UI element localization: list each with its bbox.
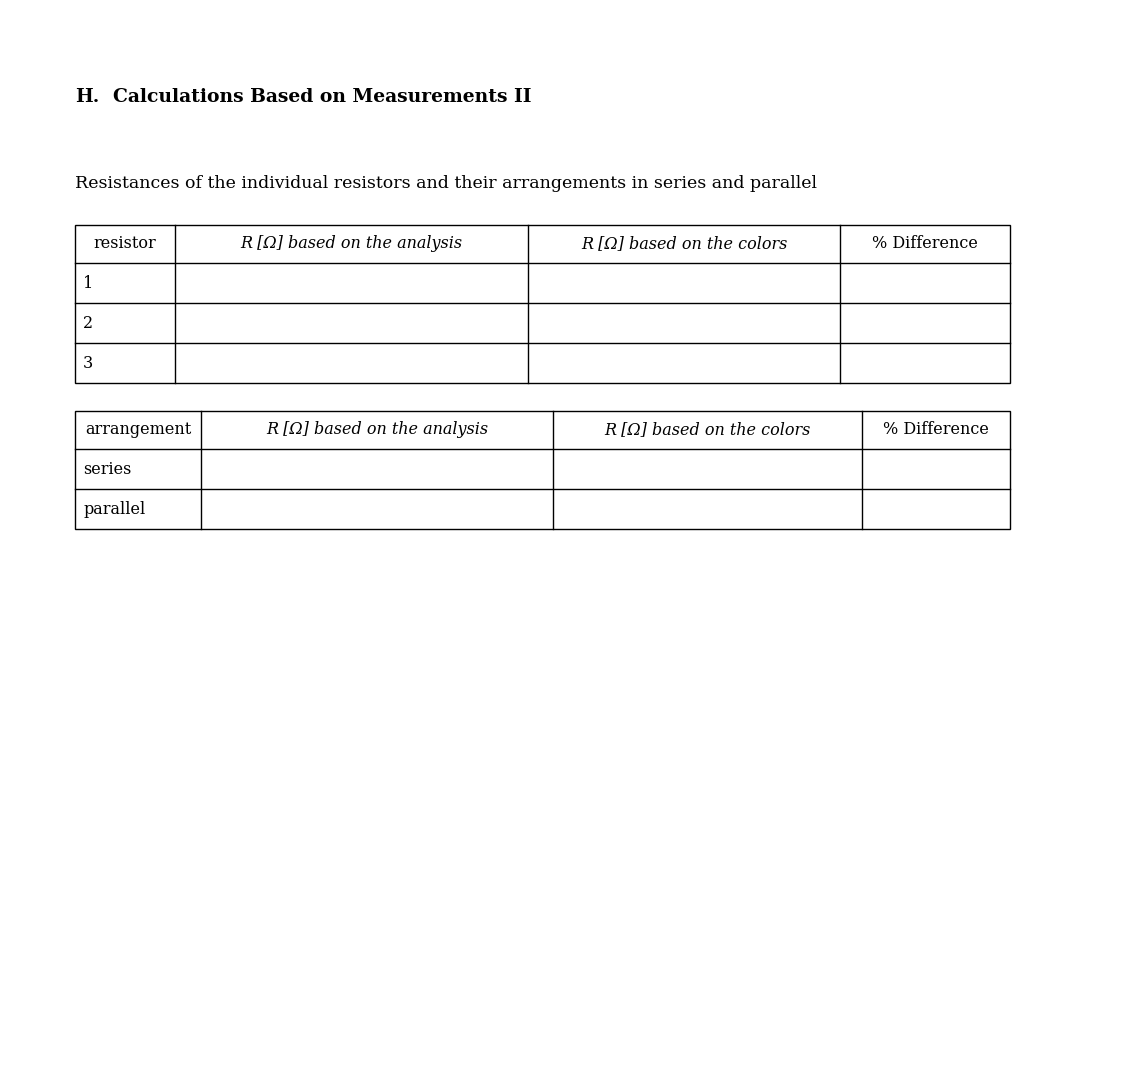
Text: Calculations Based on Measurements II: Calculations Based on Measurements II — [112, 88, 531, 106]
Text: % Difference: % Difference — [872, 235, 978, 252]
Text: resistor: resistor — [93, 235, 156, 252]
Text: series: series — [83, 460, 132, 478]
Text: parallel: parallel — [83, 500, 145, 518]
Text: 1: 1 — [83, 274, 93, 292]
Text: 2: 2 — [83, 314, 93, 332]
Text: H.: H. — [75, 88, 99, 106]
Bar — [75, 411, 1010, 529]
Text: R [Ω] based on the colors: R [Ω] based on the colors — [580, 235, 788, 252]
Text: R [Ω] based on the colors: R [Ω] based on the colors — [604, 421, 811, 438]
Text: 3: 3 — [83, 355, 93, 371]
Text: R [Ω] based on the analysis: R [Ω] based on the analysis — [266, 421, 488, 438]
Text: R [Ω] based on the analysis: R [Ω] based on the analysis — [241, 235, 462, 252]
Text: % Difference: % Difference — [883, 421, 989, 438]
Text: arrangement: arrangement — [86, 421, 191, 438]
Text: Resistances of the individual resistors and their arrangements in series and par: Resistances of the individual resistors … — [75, 175, 817, 191]
Bar — [75, 225, 1010, 383]
